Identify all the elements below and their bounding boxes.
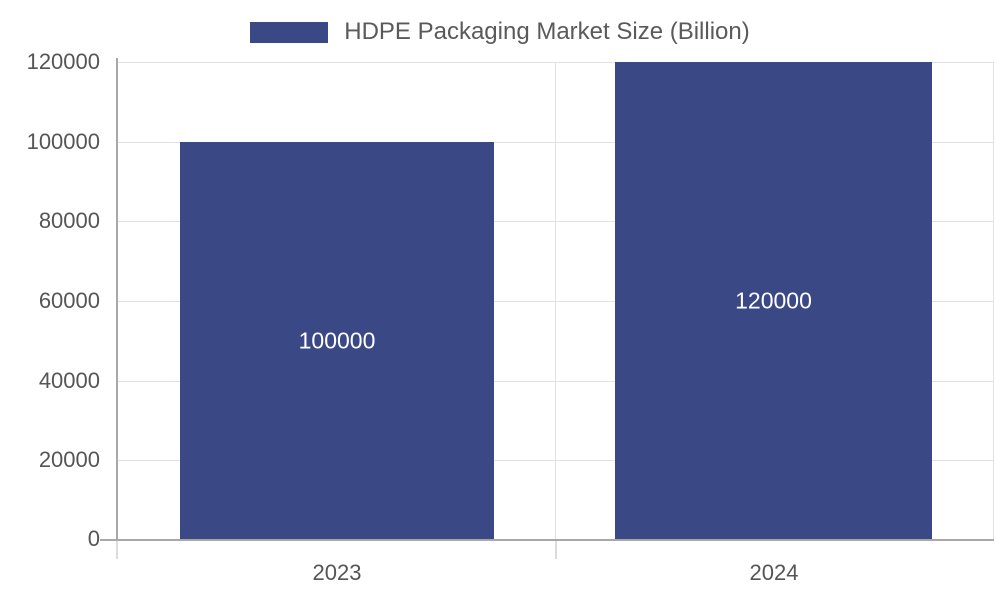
- y-axis-line: [116, 58, 118, 542]
- bar-value-label-2023: 100000: [298, 327, 376, 354]
- x-axis-label-2023: 2023: [312, 560, 362, 585]
- y-axis-label-120000: 120000: [26, 49, 100, 74]
- legend-item-hdpe-packaging-market-size[interactable]: HDPE Packaging Market Size (Billion): [250, 18, 750, 45]
- legend-color-swatch-icon: [250, 21, 329, 43]
- gridline-x-right-edge: [993, 62, 994, 540]
- y-axis-label-0: 0: [87, 526, 100, 551]
- x-axis-line: [100, 539, 994, 541]
- bar-2023[interactable]: 100000: [180, 142, 494, 540]
- bar-2024[interactable]: 120000: [615, 62, 932, 540]
- x-axis-label-2024: 2024: [749, 560, 799, 585]
- bar-value-label-2024: 120000: [735, 287, 812, 314]
- chart-legend: HDPE Packaging Market Size (Billion): [0, 10, 1000, 54]
- legend-label: HDPE Packaging Market Size (Billion): [344, 18, 750, 45]
- y-axis-label-80000: 80000: [38, 208, 100, 233]
- gridline-x-category-divider: [555, 62, 556, 540]
- plot-area: 100000 120000: [117, 62, 994, 540]
- y-axis-label-100000: 100000: [26, 129, 100, 154]
- x-axis-tick-divider: [555, 541, 557, 559]
- x-axis-tick-start: [116, 541, 118, 559]
- y-axis-label-20000: 20000: [38, 447, 100, 472]
- y-axis-label-40000: 40000: [38, 368, 100, 393]
- y-axis-label-60000: 60000: [38, 288, 100, 313]
